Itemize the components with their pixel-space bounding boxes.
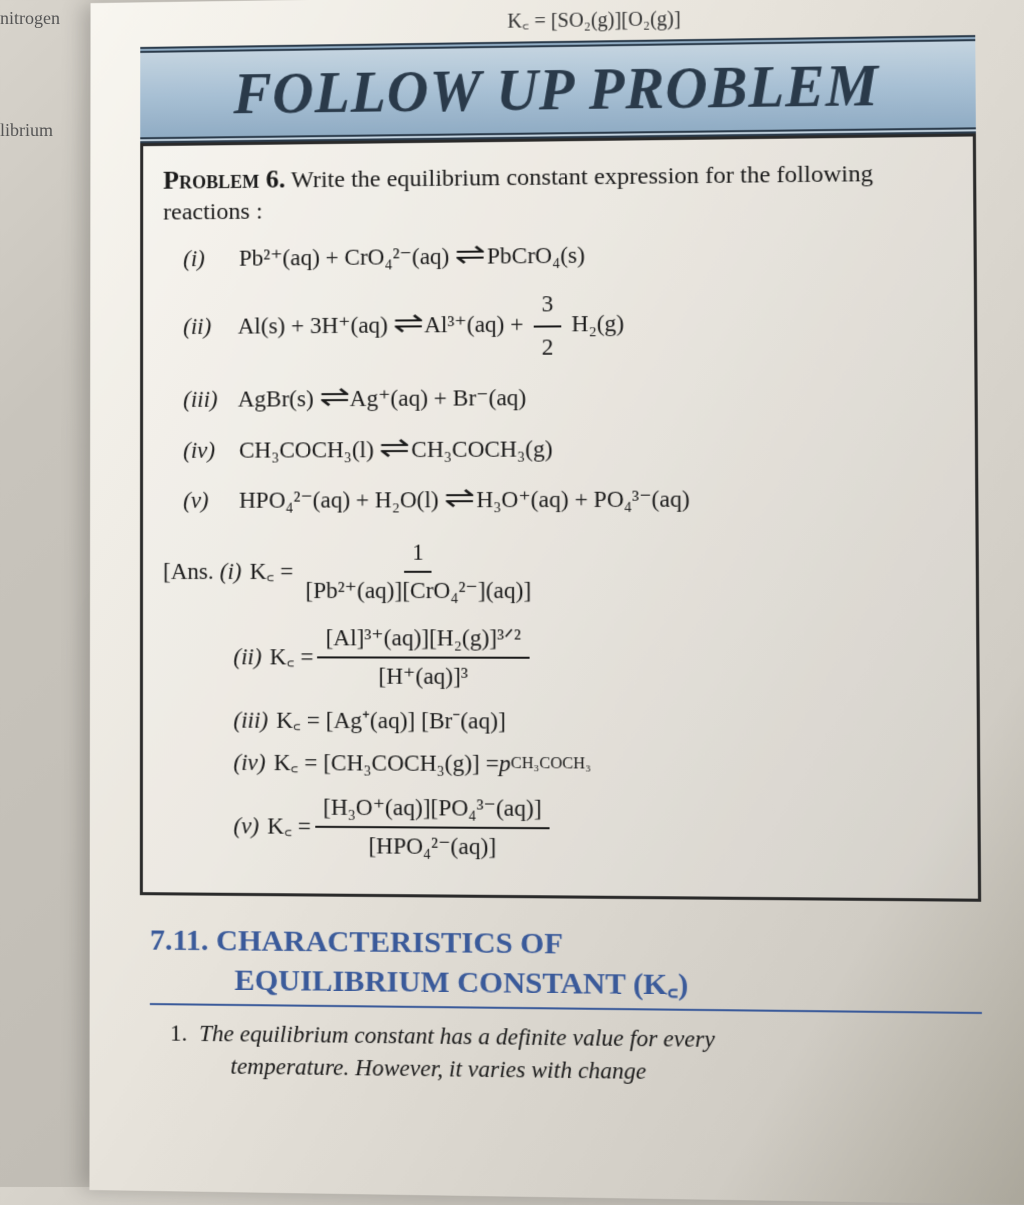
frac-top: [Al]³⁺(aq)][H₂(g)]³ᐟ² [317,620,529,659]
reaction-iv-lhs: CH₃COCH₃(l) [239,437,374,463]
answer-v-lhs: K꜀ = [267,811,311,844]
equilibrium-arrow-icon: ⇌ [319,376,342,421]
margin-word-librium: librium [0,120,53,141]
reaction-i-num: (i) [183,241,233,278]
reaction-i: (i) Pb²⁺(aq) + CrO₄²⁻(aq) ⇌ PbCrO₄(s) [183,229,953,281]
problem-heading: Problem 6. Write the equilibrium constan… [163,155,952,229]
reaction-i-rhs: PbCrO₄(s) [487,243,585,269]
frac-top: 1 [404,535,432,574]
reaction-i-lhs: Pb²⁺(aq) + CrO₄²⁻(aq) [239,244,449,271]
section-number: 7.11. [150,923,209,957]
reaction-iv-rhs: CH₃COCH₃(g) [411,436,552,462]
answer-ii-lhs: K꜀ = [270,641,314,673]
answer-iv-text-a: K꜀ = [CH₃COCH₃(g)] = [274,747,499,781]
answer-i-num: (i) [220,556,242,588]
frac-top: 3 [533,284,561,327]
answer-iii-text: K꜀ = [Ag⁺(aq)] [Br⁻(aq)] [276,705,506,738]
answer-ii: (ii) K꜀ = [Al]³⁺(aq)][H₂(g)]³ᐟ² [H⁺(aq)]… [233,620,955,697]
frac-bot: [HPO₄²⁻(aq)] [360,829,504,867]
reaction-ii-lhs: Al(s) + 3H⁺(aq) [238,313,388,339]
reaction-ii-rhs-a: Al³⁺(aq) + [424,312,529,338]
section-title-line2: EQUILIBRIUM CONSTANT (K꜀) [234,960,688,1004]
answer-iii: (iii) K꜀ = [Ag⁺(aq)] [Br⁻(aq)] [233,704,956,739]
reaction-ii-num: (ii) [183,309,233,346]
body-line1: The equilibrium constant has a definite … [199,1020,715,1051]
answer-v-frac: [H₃O⁺(aq)][PO₄³⁻(aq)] [HPO₄²⁻(aq)] [315,790,550,867]
equilibrium-arrow-icon: ⇌ [455,234,478,279]
book-page: K꜀ = [SO₂(g)][O₂(g)] FOLLOW UP PROBLEM P… [89,0,1024,1205]
equilibrium-arrow-icon: ⇌ [393,303,416,348]
reaction-iii-rhs: Ag⁺(aq) + Br⁻(aq) [350,385,527,411]
reaction-iii-num: (iii) [183,381,233,418]
reaction-ii-rhs-b: H₂(g) [571,311,624,337]
reaction-iii: (iii) AgBr(s) ⇌ Ag⁺(aq) + Br⁻(aq) [183,372,954,421]
answer-iv-p: p [499,748,511,781]
equilibrium-arrow-icon: ⇌ [444,477,467,522]
body-text: 1. The equilibrium constant has a defini… [170,1017,983,1092]
answer-iii-num: (iii) [233,704,268,737]
reaction-iii-lhs: AgBr(s) [238,386,314,411]
reaction-iv: (iv) CH₃COCH₃(l) ⇌ CH₃COCH₃(g) [183,424,954,472]
fraction-3-2: 3 2 [533,284,561,368]
answer-i: [Ans. (i) K꜀ = 1 [Pb²⁺(aq)][CrO₄²⁻](aq)] [163,534,955,610]
answer-iv-sub: CH₃COCH₃ [511,753,591,776]
margin-word-nitrogen: nitrogen [0,8,60,29]
answer-ii-frac: [Al]³⁺(aq)][H₂(g)]³ᐟ² [H⁺(aq)]³ [317,620,529,695]
problem-box: Problem 6. Write the equilibrium constan… [140,133,981,901]
equilibrium-arrow-icon: ⇌ [379,426,402,471]
answer-i-frac: 1 [Pb²⁺(aq)][CrO₄²⁻](aq)] [297,535,539,610]
reaction-v: (v) HPO₄²⁻(aq) + H₂O(l) ⇌ H₃O⁺(aq) + PO₄… [183,476,954,523]
body-list-num: 1. [170,1020,187,1045]
answer-iv: (iv) K꜀ = [CH₃COCH₃(g)] = pCH₃COCH₃ [233,747,956,783]
frac-bot: 2 [533,327,561,368]
answer-i-lhs: K꜀ = [250,556,294,588]
body-line2: temperature. However, it varies with cha… [230,1050,646,1088]
banner-title: FOLLOW UP PROBLEM [161,50,955,130]
answer-v: (v) K꜀ = [H₃O⁺(aq)][PO₄³⁻(aq)] [HPO₄²⁻(a… [233,789,956,869]
frac-bot: [H⁺(aq)]³ [370,658,476,695]
reaction-ii: (ii) Al(s) + 3H⁺(aq) ⇌ Al³⁺(aq) + 3 2 H₂… [183,281,953,371]
answer-prefix: [Ans. [163,556,214,588]
follow-up-banner: FOLLOW UP PROBLEM [140,35,976,143]
section-heading: 7.11. CHARACTERISTICS OF EQUILIBRIUM CON… [150,920,982,1007]
frac-bot: [Pb²⁺(aq)][CrO₄²⁻](aq)] [297,573,539,610]
reaction-v-rhs: H₃O⁺(aq) + PO₄³⁻(aq) [476,487,689,513]
reaction-iv-num: (iv) [183,432,233,469]
answer-iv-num: (iv) [233,747,265,780]
section-title-line1: CHARACTERISTICS OF [216,924,563,961]
frac-top: [H₃O⁺(aq)][PO₄³⁻(aq)] [315,790,550,830]
reaction-v-lhs: HPO₄²⁻(aq) + H₂O(l) [239,488,439,514]
reaction-list: (i) Pb²⁺(aq) + CrO₄²⁻(aq) ⇌ PbCrO₄(s) (i… [183,229,954,523]
reaction-v-num: (v) [183,483,233,520]
answer-v-num: (v) [233,811,259,844]
top-partial-formula: K꜀ = [SO₂(g)][O₂(g)] [200,0,996,38]
answer-ii-num: (ii) [233,641,261,673]
answer-block: [Ans. (i) K꜀ = 1 [Pb²⁺(aq)][CrO₄²⁻](aq)]… [163,534,957,870]
problem-label: Problem 6. [163,164,285,194]
